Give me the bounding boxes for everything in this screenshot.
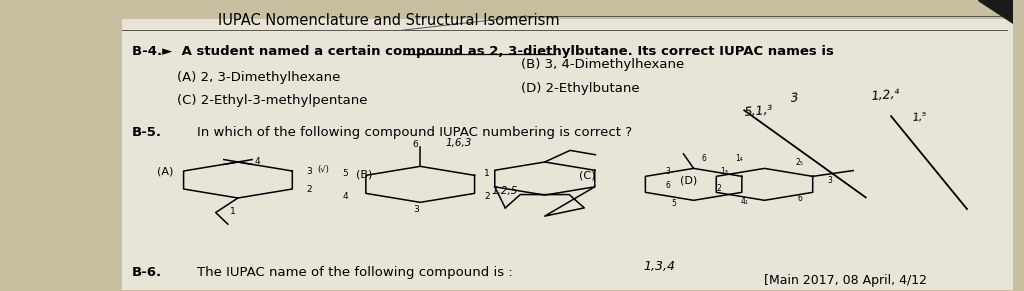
Text: 6: 6 — [412, 140, 418, 149]
Text: 1,2,⁴: 1,2,⁴ — [870, 87, 901, 102]
Text: 4: 4 — [254, 157, 260, 166]
Text: 2: 2 — [717, 184, 721, 193]
Text: 3: 3 — [306, 166, 312, 175]
Text: (B) 3, 4-Dimethylhexane: (B) 3, 4-Dimethylhexane — [521, 58, 685, 71]
Text: 1: 1 — [484, 169, 489, 178]
Text: (A): (A) — [157, 166, 173, 176]
Text: 2: 2 — [484, 192, 489, 201]
Text: (D) 2-Ethylbutane: (D) 2-Ethylbutane — [521, 82, 640, 95]
Text: 3: 3 — [827, 175, 833, 184]
Text: 3: 3 — [666, 167, 671, 176]
Polygon shape — [978, 0, 1013, 23]
Text: 2₅: 2₅ — [796, 158, 804, 167]
Text: (√): (√) — [317, 166, 330, 174]
Text: 6: 6 — [798, 194, 803, 203]
Text: 3: 3 — [414, 205, 419, 214]
Text: (C) 2-Ethyl-3-methylpentane: (C) 2-Ethyl-3-methylpentane — [177, 94, 368, 107]
Text: [Main 2017, 08 April, 4/12: [Main 2017, 08 April, 4/12 — [765, 274, 928, 287]
Text: (D): (D) — [680, 175, 697, 185]
Text: B-4.►  A student named a certain compound as 2, 3-diethylbutane. Its correct IUP: B-4.► A student named a certain compound… — [132, 45, 834, 58]
Text: 1,2,5: 1,2,5 — [492, 186, 517, 196]
Text: The IUPAC name of the following compound is :: The IUPAC name of the following compound… — [198, 266, 513, 279]
Text: (A) 2, 3-Dimethylhexane: (A) 2, 3-Dimethylhexane — [177, 71, 341, 84]
Text: B-6.: B-6. — [132, 266, 162, 279]
Text: 2: 2 — [306, 184, 312, 194]
Text: 5,1,³: 5,1,³ — [744, 103, 774, 118]
Text: 6: 6 — [701, 154, 707, 163]
Text: 6: 6 — [666, 181, 671, 190]
Text: 3: 3 — [790, 91, 799, 105]
Text: 5: 5 — [671, 199, 676, 208]
Text: 1₄: 1₄ — [735, 154, 743, 163]
Text: 4: 4 — [343, 192, 348, 201]
Text: B-5.: B-5. — [132, 126, 162, 139]
Text: IUPAC Nomenclature and Structural Isomerism: IUPAC Nomenclature and Structural Isomer… — [218, 13, 559, 28]
Text: 5: 5 — [343, 169, 348, 178]
Text: (C): (C) — [580, 171, 596, 181]
Text: 1: 1 — [230, 207, 236, 216]
Text: (B): (B) — [356, 169, 373, 179]
FancyBboxPatch shape — [122, 19, 1013, 290]
Text: In which of the following compound IUPAC numbering is correct ?: In which of the following compound IUPAC… — [198, 126, 633, 139]
Text: 1₃: 1₃ — [720, 167, 728, 176]
Text: 1,6,3: 1,6,3 — [445, 138, 472, 148]
Text: 4₁: 4₁ — [740, 197, 749, 206]
Text: 1,⁵: 1,⁵ — [911, 112, 928, 123]
Text: 1,3,4: 1,3,4 — [643, 260, 675, 273]
